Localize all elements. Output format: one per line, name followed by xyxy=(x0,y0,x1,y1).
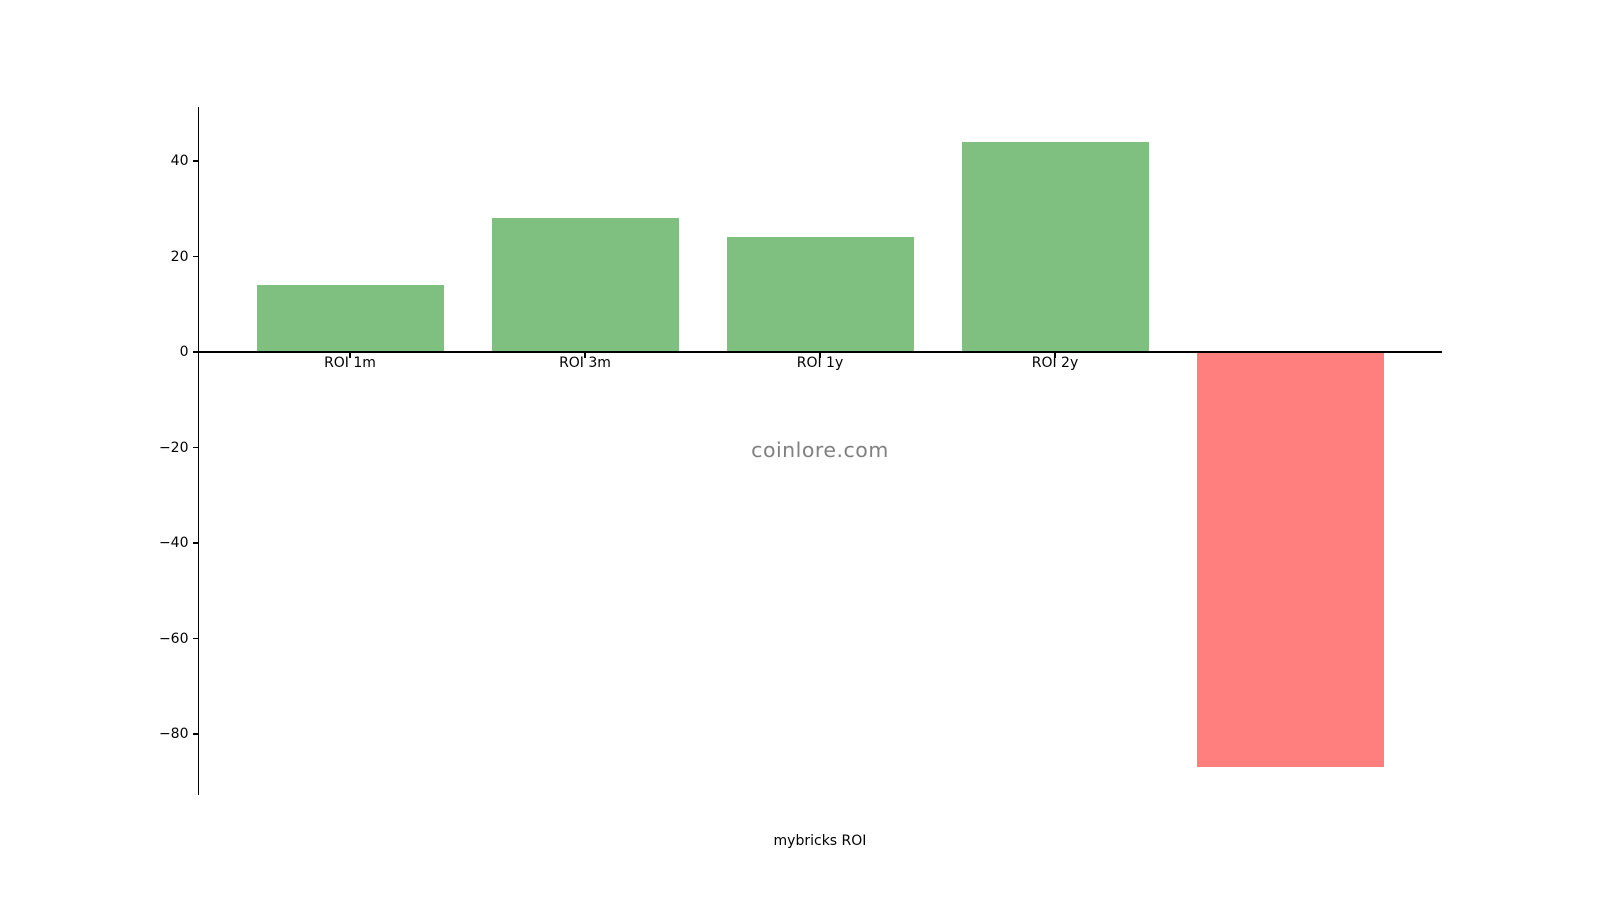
y-tick-mark-0 xyxy=(192,351,199,353)
bar-roi-1m xyxy=(256,285,444,352)
y-tick-mark--40 xyxy=(192,542,199,544)
y-tick-label--20: −20 xyxy=(158,439,189,456)
y-tick-label-0: 0 xyxy=(179,344,189,360)
y-tick-label--60: −60 xyxy=(158,630,189,647)
bar-roi-2y xyxy=(961,141,1149,352)
y-tick-label-40: 40 xyxy=(170,153,189,169)
x-tick-mark-roi-2y xyxy=(1054,352,1056,358)
bar-col-5 xyxy=(1196,352,1384,768)
x-tick-label-roi-1m: ROI 1m xyxy=(324,355,376,371)
y-tick-mark--80 xyxy=(192,733,199,735)
y-tick-label-20: 20 xyxy=(170,248,189,265)
x-axis-line xyxy=(197,351,1442,353)
bar-roi-3m xyxy=(491,218,679,352)
y-tick-mark--20 xyxy=(192,446,199,449)
chart-title: mybricks ROI xyxy=(773,833,867,849)
x-tick-mark-roi-3m xyxy=(584,352,586,358)
x-tick-label-roi-1y: ROI 1y xyxy=(796,355,844,371)
x-tick-mark-roi-1y xyxy=(819,352,821,358)
y-tick-mark--60 xyxy=(192,637,199,640)
x-tick-mark-roi-1m xyxy=(349,352,351,358)
y-tick-label--80: −80 xyxy=(158,726,189,742)
watermark-text: coinlore.com xyxy=(751,438,889,462)
y-tick-mark-40 xyxy=(192,160,199,162)
x-tick-label-roi-2y: ROI 2y xyxy=(1031,355,1079,371)
bar-roi-1y xyxy=(726,237,914,352)
y-tick-label--40: −40 xyxy=(158,535,189,551)
y-axis-line xyxy=(197,107,200,795)
x-tick-label-roi-3m: ROI 3m xyxy=(559,355,611,371)
y-tick-mark-20 xyxy=(192,255,199,258)
